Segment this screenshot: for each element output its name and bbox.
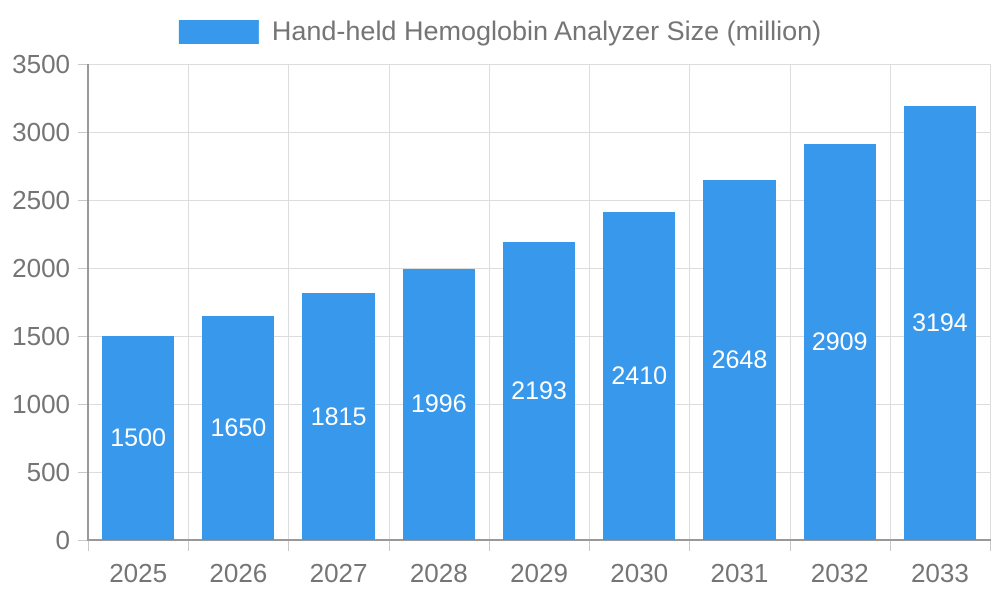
y-tick-label: 2000 bbox=[12, 253, 70, 283]
x-tick-label: 2026 bbox=[209, 558, 268, 588]
y-axis-tick bbox=[78, 268, 88, 269]
y-tick-label: 2500 bbox=[12, 185, 70, 215]
y-tick-label: 3500 bbox=[12, 49, 70, 79]
x-axis-tick bbox=[589, 540, 591, 551]
bar bbox=[202, 315, 275, 540]
bar bbox=[603, 212, 676, 540]
bar bbox=[402, 268, 475, 540]
y-tick-label: 500 bbox=[26, 457, 70, 487]
bar bbox=[302, 293, 375, 540]
x-axis-tick bbox=[488, 540, 490, 551]
x-axis-tick bbox=[288, 540, 290, 551]
y-gridline bbox=[88, 200, 990, 201]
y-tick-label: 1000 bbox=[12, 389, 70, 419]
chart-legend: Hand-held Hemoglobin Analyzer Size (mill… bbox=[178, 16, 822, 47]
bar bbox=[803, 144, 876, 540]
x-gridline bbox=[288, 64, 290, 540]
x-tick-label: 2032 bbox=[810, 558, 869, 588]
x-tick-label: 2030 bbox=[610, 558, 669, 588]
x-tick-label: 2025 bbox=[109, 558, 168, 588]
bar bbox=[102, 336, 175, 540]
y-gridline bbox=[88, 132, 990, 133]
x-axis-tick bbox=[188, 540, 190, 551]
y-axis-tick bbox=[78, 472, 88, 473]
y-axis-tick bbox=[78, 132, 88, 133]
y-tick-label: 0 bbox=[55, 525, 70, 555]
y-axis-tick bbox=[78, 404, 88, 405]
x-tick-label: 2027 bbox=[309, 558, 368, 588]
x-axis-tick bbox=[388, 540, 390, 551]
x-gridline bbox=[789, 64, 791, 540]
bar bbox=[502, 241, 576, 540]
bar-value-label: 1500 bbox=[110, 424, 166, 452]
bar bbox=[903, 105, 976, 540]
x-gridline bbox=[589, 64, 591, 540]
x-tick-label: 2028 bbox=[409, 558, 468, 588]
x-axis-tick bbox=[689, 540, 691, 551]
bar-value-label: 2193 bbox=[511, 376, 567, 405]
y-axis-line bbox=[87, 64, 89, 540]
x-gridline bbox=[990, 64, 991, 540]
y-axis-tick bbox=[78, 540, 88, 541]
y-tick-label: 3000 bbox=[12, 117, 70, 147]
bar bbox=[703, 179, 776, 540]
x-axis-tick bbox=[88, 540, 89, 551]
y-axis-tick bbox=[78, 200, 88, 201]
bar-value-label: 1815 bbox=[310, 402, 367, 431]
bar-value-label: 2410 bbox=[611, 362, 668, 391]
bar-value-label: 2909 bbox=[811, 328, 868, 357]
x-axis-tick bbox=[889, 540, 891, 551]
bar-value-label: 3194 bbox=[912, 308, 968, 337]
x-gridline bbox=[488, 64, 490, 540]
x-tick-label: 2031 bbox=[710, 558, 769, 588]
x-axis-tick bbox=[990, 540, 991, 551]
y-axis-tick bbox=[78, 336, 88, 337]
x-tick-label: 2033 bbox=[910, 558, 969, 588]
x-gridline bbox=[388, 64, 390, 540]
x-gridline bbox=[188, 64, 190, 540]
y-gridline bbox=[88, 64, 990, 65]
legend-swatch bbox=[178, 19, 259, 44]
y-axis-tick bbox=[78, 64, 88, 65]
x-tick-label: 2029 bbox=[510, 558, 568, 588]
bar-value-label: 2648 bbox=[711, 345, 768, 374]
x-axis-line bbox=[87, 539, 991, 541]
x-gridline bbox=[689, 64, 691, 540]
legend-label: Hand-held Hemoglobin Analyzer Size (mill… bbox=[271, 16, 822, 46]
bar-value-label: 1996 bbox=[410, 390, 467, 419]
x-gridline bbox=[889, 64, 891, 540]
bar-value-label: 1650 bbox=[210, 413, 267, 442]
x-axis-tick bbox=[789, 540, 791, 551]
y-tick-label: 1500 bbox=[12, 321, 70, 351]
